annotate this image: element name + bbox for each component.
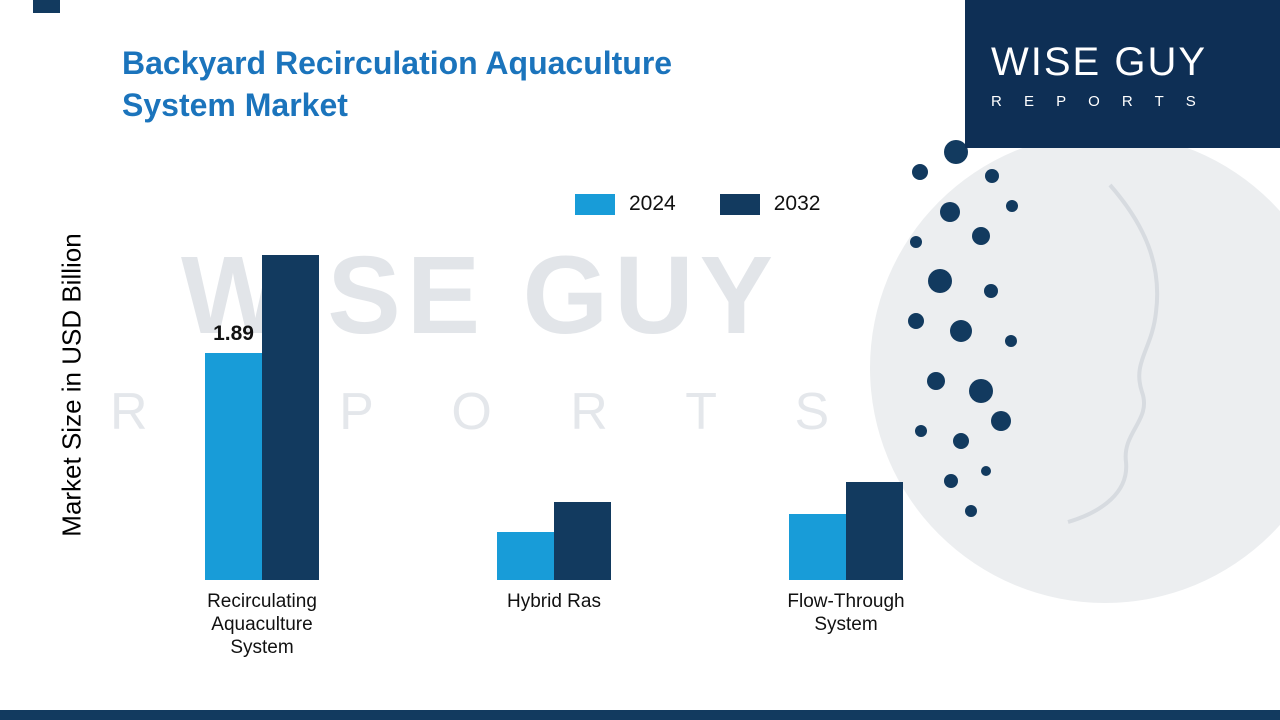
logo: WISE GUY R E P O R T S <box>965 0 1280 148</box>
category-label: Hybrid Ras <box>507 591 601 612</box>
legend: 2024 2032 <box>575 192 820 216</box>
bar-group <box>497 502 611 580</box>
legend-item-2032: 2032 <box>719 192 821 216</box>
chart-title: Backyard Recirculation Aquaculture Syste… <box>122 45 673 124</box>
decorative-circle <box>870 133 1280 603</box>
logo-subtitle: R E P O R T S <box>991 93 1205 110</box>
face-profile-outline <box>1067 183 1160 524</box>
category-label: Flow-Through System <box>787 591 905 636</box>
bar-2032 <box>262 255 319 580</box>
logo-wordmark: WISE GUY <box>991 40 1208 84</box>
bar-2032 <box>554 502 611 580</box>
legend-swatch-2032 <box>719 193 760 215</box>
bar-2032 <box>846 482 903 580</box>
bar-2024 <box>789 514 846 580</box>
top-left-accent-bar <box>33 0 60 13</box>
legend-swatch-2024 <box>575 193 615 215</box>
bar-2024 <box>497 532 554 580</box>
legend-label-2024: 2024 <box>629 192 676 215</box>
bar-value-label: 1.89 <box>213 322 254 345</box>
bar-group: 1.89 <box>205 255 319 580</box>
bottom-accent-bar <box>0 710 1280 720</box>
legend-item-2024: 2024 <box>575 192 676 216</box>
category-label: Recirculating Aquaculture System <box>207 591 317 659</box>
bar-group <box>789 482 903 580</box>
legend-label-2032: 2032 <box>773 192 821 215</box>
bar-2024: 1.89 <box>205 322 262 580</box>
